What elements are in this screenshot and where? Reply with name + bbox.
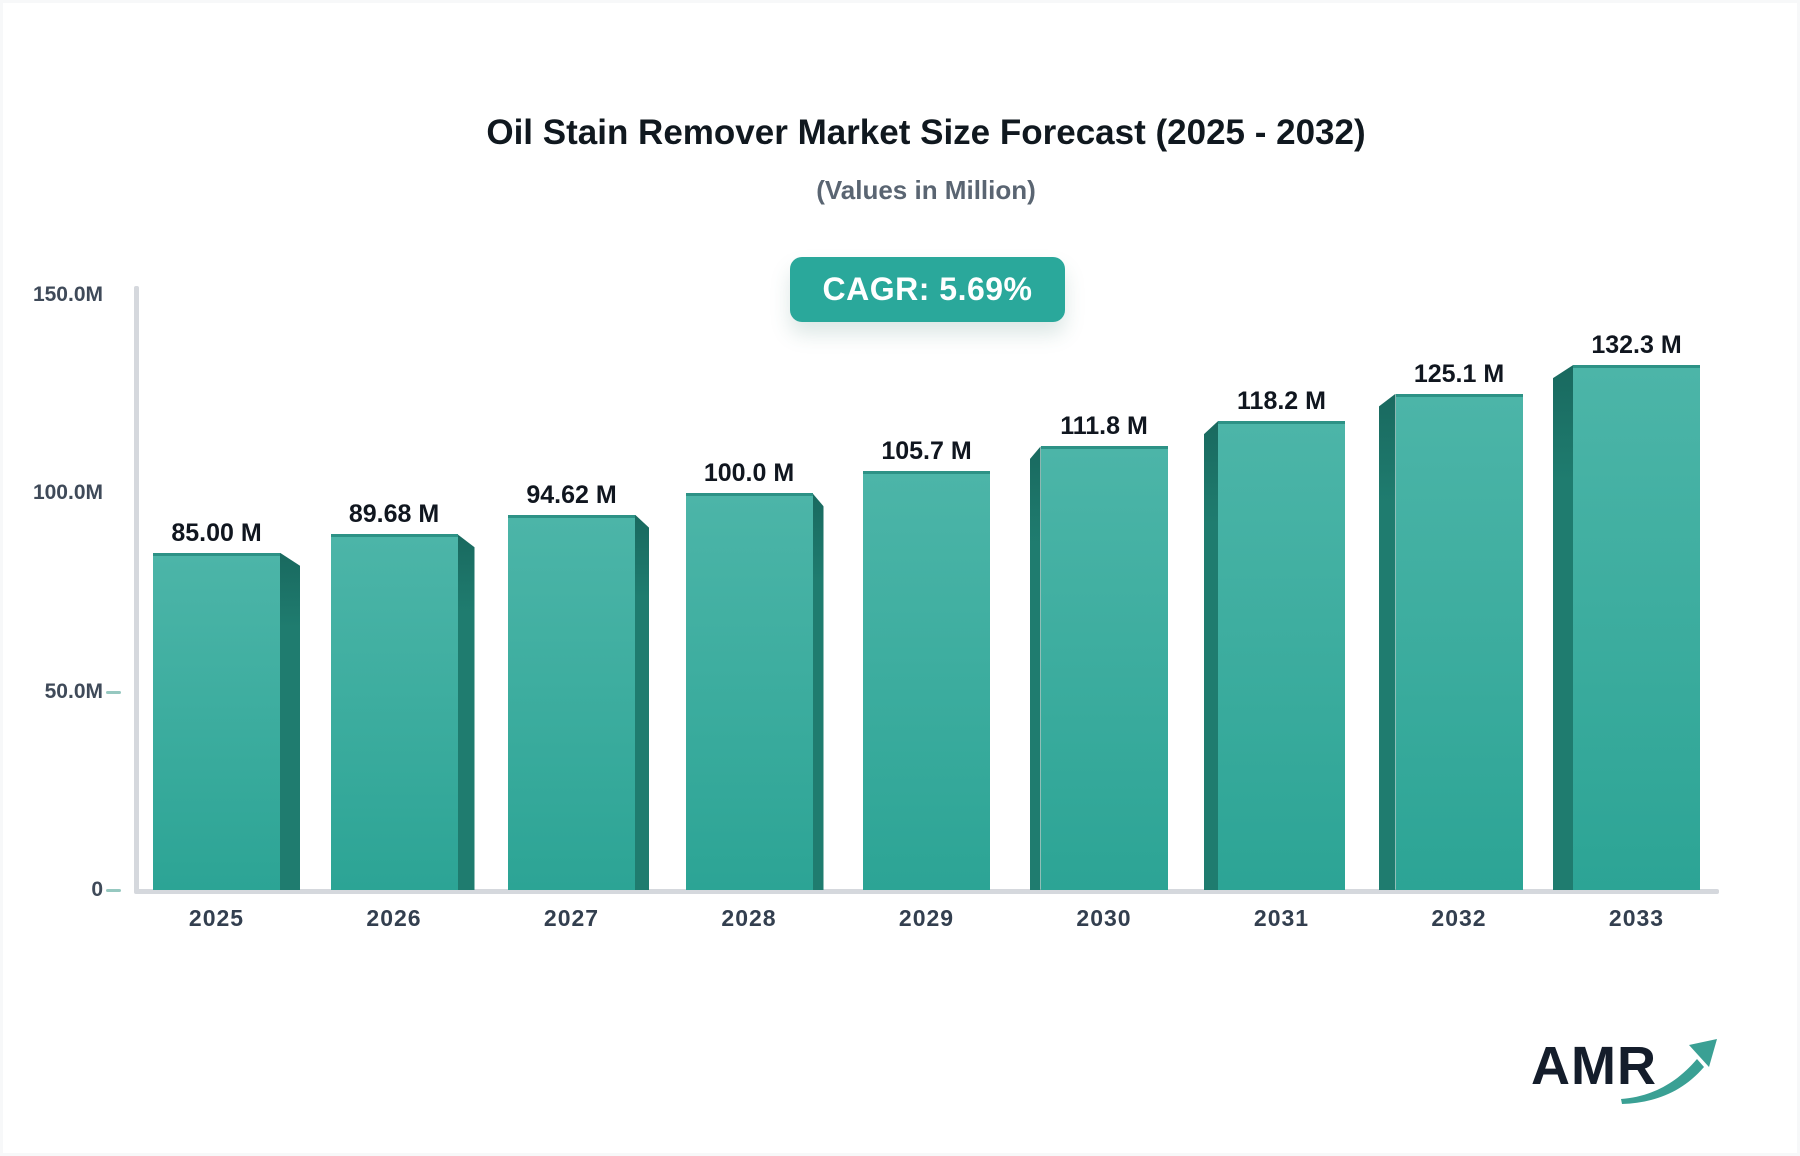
growth-arrow-icon <box>1621 1039 1717 1104</box>
x-axis-label-2033: 2033 <box>1608 905 1665 931</box>
bar-2025-side-face <box>280 552 300 890</box>
y-axis-line <box>134 286 139 892</box>
x-axis-label-2026: 2026 <box>366 905 422 931</box>
bar-2027 <box>508 514 635 890</box>
bar-value-label-2031: 118.2 M <box>1237 387 1326 416</box>
bar-value-label-2028: 100.0 M <box>703 459 795 488</box>
bar-2031-side-face <box>1204 421 1218 890</box>
cagr-badge: CAGR: 5.69% <box>790 257 1065 322</box>
y-axis-tick-label: 0 <box>91 878 103 901</box>
x-axis-label-2025: 2025 <box>188 905 245 931</box>
bar-2032 <box>1395 393 1523 890</box>
bar-2032-side-face <box>1378 393 1396 890</box>
bar-value-label-2025: 85.00 M <box>171 518 262 547</box>
bar-2028-side-face <box>812 493 824 890</box>
bar-value-label-2027: 94.62 M <box>526 480 617 509</box>
bar-value-label-2029: 105.7 M <box>881 436 972 465</box>
bar-2029 <box>863 470 990 890</box>
bar-2027-side-face <box>635 514 649 890</box>
bar-value-label-2030: 111.8 M <box>1060 412 1148 441</box>
x-axis-label-2027: 2027 <box>543 905 600 931</box>
chart-title: Oil Stain Remover Market Size Forecast (… <box>486 113 1366 152</box>
bar-value-label-2033: 132.3 M <box>1591 331 1682 360</box>
bar-2033 <box>1573 365 1700 890</box>
y-axis-tick-label: 100.0M <box>32 481 103 505</box>
bar-2031 <box>1218 421 1345 890</box>
x-axis-label-2028: 2028 <box>721 905 777 931</box>
y-axis-tick-dash <box>106 690 121 694</box>
bar-2028 <box>685 493 813 890</box>
x-axis-label-2032: 2032 <box>1431 905 1487 931</box>
bar-value-label-2032: 125.1 M <box>1413 359 1505 388</box>
y-axis-tick-label: 50.0M <box>44 679 103 703</box>
bar-value-label-2026: 89.68 M <box>348 500 440 529</box>
bar-2030-side-face <box>1029 446 1041 890</box>
x-axis-label-2029: 2029 <box>898 905 955 931</box>
chart-subtitle: (Values in Million) <box>816 175 1036 205</box>
bar-2026 <box>330 534 458 890</box>
cagr-badge-label: CAGR: 5.69% <box>822 271 1033 307</box>
y-axis-tick-label: 150.0M <box>32 282 103 306</box>
bar-2025 <box>153 552 280 890</box>
x-axis-line <box>134 889 1719 894</box>
bar-2033-side-face <box>1553 365 1573 890</box>
x-axis-label-2030: 2030 <box>1076 905 1132 931</box>
y-axis-tick-dash <box>106 889 121 892</box>
bar-2030 <box>1040 446 1168 890</box>
x-axis-label-2031: 2031 <box>1253 905 1310 931</box>
bar-2026-side-face <box>457 534 475 890</box>
amr-logo: AMR <box>1531 1035 1721 1115</box>
amr-logo-text: AMR <box>1531 1036 1657 1096</box>
